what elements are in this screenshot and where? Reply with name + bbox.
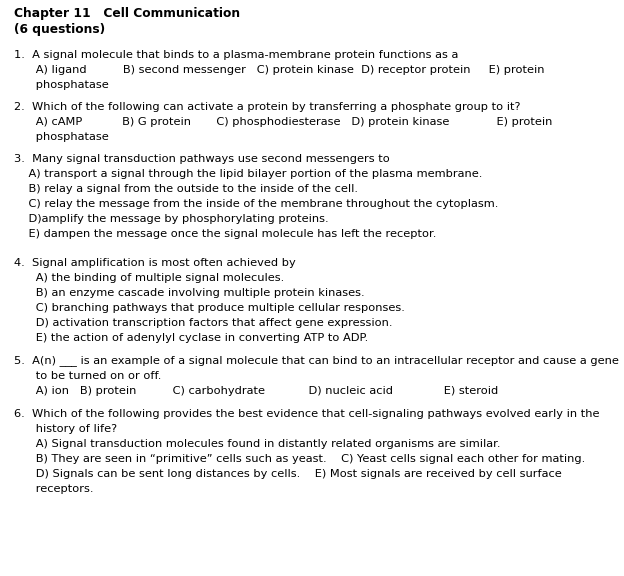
Text: Chapter 11   Cell Communication: Chapter 11 Cell Communication xyxy=(14,7,240,20)
Text: (6 questions): (6 questions) xyxy=(14,23,105,36)
Text: 5.  A(n) ___ is an example of a signal molecule that can bind to an intracellula: 5. A(n) ___ is an example of a signal mo… xyxy=(14,355,619,366)
Text: history of life?: history of life? xyxy=(14,424,117,434)
Text: A) transport a signal through the lipid bilayer portion of the plasma membrane.: A) transport a signal through the lipid … xyxy=(14,169,482,179)
Text: 4.  Signal amplification is most often achieved by: 4. Signal amplification is most often ac… xyxy=(14,258,296,268)
Text: D) Signals can be sent long distances by cells.    E) Most signals are received : D) Signals can be sent long distances by… xyxy=(14,469,562,479)
Text: B) relay a signal from the outside to the inside of the cell.: B) relay a signal from the outside to th… xyxy=(14,184,358,194)
Text: D)amplify the message by phosphorylating proteins.: D)amplify the message by phosphorylating… xyxy=(14,214,329,224)
Text: receptors.: receptors. xyxy=(14,484,94,494)
Text: A) cAMP           B) G protein       C) phosphodiesterase   D) protein kinase   : A) cAMP B) G protein C) phosphodiesteras… xyxy=(14,117,552,127)
Text: E) the action of adenylyl cyclase in converting ATP to ADP.: E) the action of adenylyl cyclase in con… xyxy=(14,333,368,343)
Text: A) the binding of multiple signal molecules.: A) the binding of multiple signal molecu… xyxy=(14,273,285,283)
Text: 2.  Which of the following can activate a protein by transferring a phosphate gr: 2. Which of the following can activate a… xyxy=(14,102,520,112)
Text: B) an enzyme cascade involving multiple protein kinases.: B) an enzyme cascade involving multiple … xyxy=(14,288,364,298)
Text: C) relay the message from the inside of the membrane throughout the cytoplasm.: C) relay the message from the inside of … xyxy=(14,199,499,209)
Text: B) They are seen in “primitive” cells such as yeast.    C) Yeast cells signal ea: B) They are seen in “primitive” cells su… xyxy=(14,454,585,464)
Text: 6.  Which of the following provides the best evidence that cell-signaling pathwa: 6. Which of the following provides the b… xyxy=(14,409,600,419)
Text: 1.  A signal molecule that binds to a plasma-membrane protein functions as a: 1. A signal molecule that binds to a pla… xyxy=(14,50,459,60)
Text: D) activation transcription factors that affect gene expression.: D) activation transcription factors that… xyxy=(14,318,392,328)
Text: E) dampen the message once the signal molecule has left the receptor.: E) dampen the message once the signal mo… xyxy=(14,229,436,239)
Text: 3.  Many signal transduction pathways use second messengers to: 3. Many signal transduction pathways use… xyxy=(14,154,390,164)
Text: A) ion   B) protein          C) carbohydrate            D) nucleic acid         : A) ion B) protein C) carbohydrate D) nuc… xyxy=(14,386,498,396)
Text: C) branching pathways that produce multiple cellular responses.: C) branching pathways that produce multi… xyxy=(14,303,405,313)
Text: A) ligand          B) second messenger   C) protein kinase  D) receptor protein : A) ligand B) second messenger C) protein… xyxy=(14,65,545,75)
Text: phosphatase: phosphatase xyxy=(14,80,109,90)
Text: A) Signal transduction molecules found in distantly related organisms are simila: A) Signal transduction molecules found i… xyxy=(14,439,500,449)
Text: phosphatase: phosphatase xyxy=(14,132,109,142)
Text: to be turned on or off.: to be turned on or off. xyxy=(14,371,162,381)
